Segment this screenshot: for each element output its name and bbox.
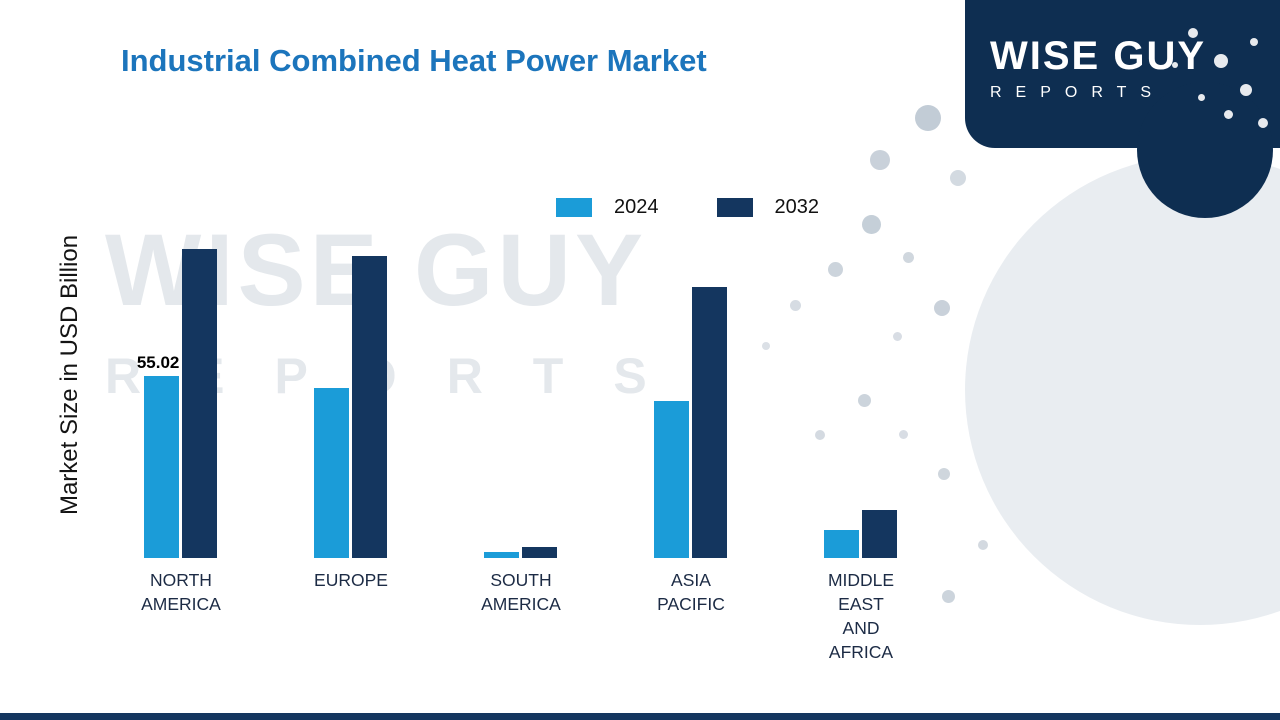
legend-swatch-2024 (556, 198, 592, 217)
background-head-shape (965, 155, 1280, 625)
bar-north-america-2024: 55.02 (137, 353, 179, 558)
logo-head-dot (1258, 118, 1268, 128)
decor-dot (934, 300, 950, 316)
decor-dot (893, 332, 902, 341)
bar-group-south-america (484, 547, 557, 558)
bar-group-middle-east-and-africa (824, 510, 897, 558)
legend-item-2024: 2024 (556, 196, 659, 219)
bar-value-label: 55.02 (136, 353, 180, 372)
decor-dot (858, 394, 871, 407)
logo-wordmark: WISE GUY (990, 34, 1207, 78)
decor-dot (762, 342, 770, 350)
wiseguy-logo-head-shape (1137, 82, 1273, 218)
legend-label-2032: 2032 (774, 196, 820, 218)
decor-dot (815, 430, 825, 440)
category-label-middle-east-and-africa: MIDDLE EAST AND AFRICA (827, 570, 895, 663)
bar-europe-2032 (352, 256, 387, 558)
category-label-asia-pacific: ASIA PACIFIC (657, 570, 725, 615)
decor-dot (915, 105, 941, 131)
logo-head-dot (1188, 28, 1198, 38)
bar-asia-pacific-2024 (654, 401, 689, 558)
bar-south-america-2032 (522, 547, 557, 558)
logo-head-dot (1224, 110, 1233, 119)
bar-middle-east-and-africa-2032 (862, 510, 897, 558)
decor-dot (828, 262, 843, 277)
logo-subtitle: REPORTS (990, 84, 1166, 101)
bar-group-north-america: 55.02 (137, 249, 217, 558)
decor-dot (978, 540, 988, 550)
category-label-europe: EUROPE (314, 570, 388, 590)
legend-item-2032: 2032 (716, 196, 820, 219)
bar-europe-2024 (314, 388, 349, 558)
bar-middle-east-and-africa-2024 (824, 530, 859, 558)
decor-dot (862, 215, 881, 234)
bar-chart: 55.02 NORTH AMERICA EUROPE SOUTH AMERICA ASIA P… (112, 228, 922, 662)
wiseguy-logo: WISE GUY REPORTS (990, 34, 1206, 102)
category-label-south-america: SOUTH AMERICA (481, 570, 561, 615)
decor-dot (942, 590, 955, 603)
decor-dot (903, 252, 914, 263)
legend: 2024 2032 (556, 196, 819, 219)
logo-head-dot (1240, 84, 1252, 96)
y-axis-label: Market Size in USD Billion (56, 234, 83, 516)
decor-dot (938, 468, 950, 480)
logo-head-dot (1172, 62, 1178, 68)
decor-dot (870, 150, 890, 170)
legend-swatch-2032 (716, 198, 753, 217)
bottom-bar (0, 713, 1280, 720)
decor-dot (790, 300, 801, 311)
bar-north-america-2032 (182, 249, 217, 558)
logo-head-dot (1198, 94, 1205, 101)
bar-group-asia-pacific (654, 287, 727, 558)
bar-asia-pacific-2032 (692, 287, 727, 558)
decor-dot (899, 430, 908, 439)
logo-head-dot (1214, 54, 1228, 68)
legend-label-2024: 2024 (614, 196, 659, 218)
bar-south-america-2024 (484, 552, 519, 558)
page-title: Industrial Combined Heat Power Market (121, 43, 707, 78)
logo-head-dot (1250, 38, 1258, 46)
bar-group-europe (314, 256, 387, 558)
category-label-north-america: NORTH AMERICA (141, 570, 221, 615)
decor-dot (950, 170, 966, 186)
